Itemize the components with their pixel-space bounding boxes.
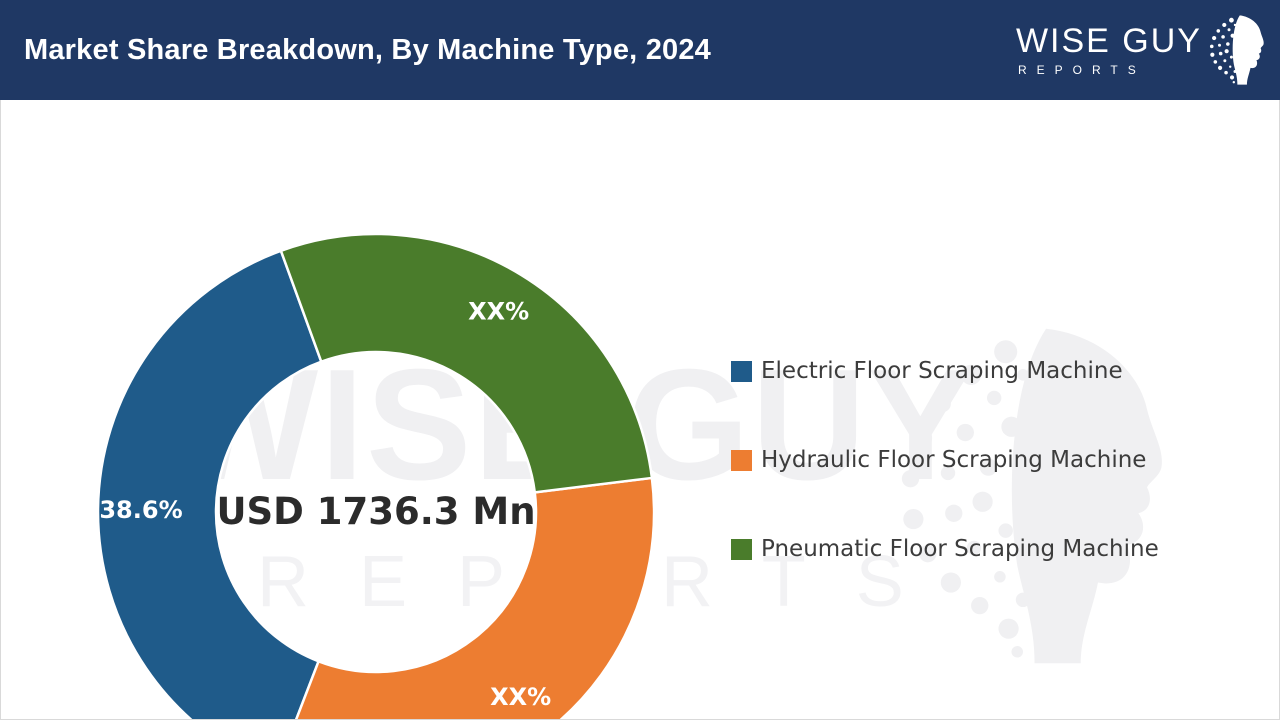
- donut-slice-hydraulic-floor-scraping-machine: [295, 476, 656, 719]
- wise-guy-reports-logo: WISE GUY REPORTS: [1016, 12, 1266, 88]
- legend-swatch: [731, 538, 752, 560]
- chart-center-value: USD 1736.3 Mn: [216, 490, 536, 533]
- legend-item-hydraulic-floor-scraping-machine: Hydraulic Floor Scraping Machine: [731, 447, 1159, 473]
- logo-wordmark-line2: REPORTS: [1017, 62, 1146, 77]
- logo-wordmark: WISE GUY REPORTS: [1016, 24, 1202, 77]
- legend-item-electric-floor-scraping-machine: Electric Floor Scraping Machine: [731, 358, 1159, 384]
- face-profile-icon: [1209, 15, 1264, 85]
- slice-label-hydraulic-floor-scraping-machine: XX%: [490, 683, 551, 711]
- donut-chart: 38.6% XX% XX%: [96, 232, 656, 719]
- chart-legend: Electric Floor Scraping Machine Hydraulic…: [731, 358, 1159, 625]
- legend-item-pneumatic-floor-scraping-machine: Pneumatic Floor Scraping Machine: [731, 536, 1159, 562]
- logo-wordmark-line1: WISE GUY: [1015, 21, 1202, 60]
- legend-label: Pneumatic Floor Scraping Machine: [761, 536, 1159, 562]
- slice-label-pneumatic-floor-scraping-machine: XX%: [468, 298, 529, 326]
- donut-slice-electric-floor-scraping-machine: [96, 249, 323, 719]
- legend-swatch: [731, 449, 752, 471]
- header: Market Share Breakdown, By Machine Type,…: [0, 0, 1280, 100]
- legend-swatch: [731, 360, 752, 382]
- legend-label: Electric Floor Scraping Machine: [761, 358, 1123, 384]
- chart-area: WISE GUY REPORTS 38.6%XX%XX% USD 1736.3 …: [0, 100, 1280, 720]
- donut-slice-pneumatic-floor-scraping-machine: [279, 232, 654, 494]
- legend-label: Hydraulic Floor Scraping Machine: [761, 447, 1147, 473]
- slice-label-electric-floor-scraping-machine: 38.6%: [99, 496, 182, 524]
- page-title: Market Share Breakdown, By Machine Type,…: [24, 33, 712, 66]
